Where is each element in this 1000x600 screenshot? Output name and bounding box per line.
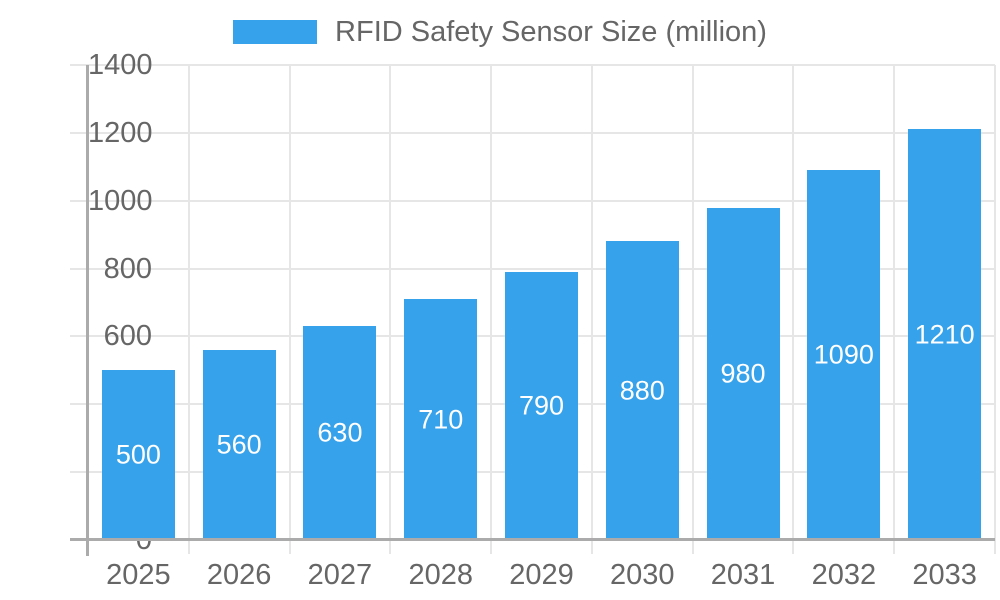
bar-value-label: 560	[216, 429, 262, 460]
gridline-vertical	[691, 65, 694, 554]
bar[interactable]: 630	[303, 326, 377, 540]
bar[interactable]: 710	[404, 299, 478, 540]
legend-swatch	[233, 20, 318, 44]
bar-value-label: 500	[115, 439, 161, 470]
x-tick-label: 2032	[811, 559, 877, 591]
bar[interactable]: 880	[605, 241, 679, 540]
x-tick-label: 2028	[408, 559, 473, 591]
y-tick-label: 600	[103, 320, 152, 353]
plot-area: 0200400600800100012001400500202556020266…	[70, 50, 996, 590]
gridline-vertical	[893, 65, 896, 554]
y-tick-label: 1400	[88, 49, 153, 81]
bar[interactable]: 560	[202, 350, 276, 540]
x-tick-label: 2030	[610, 559, 675, 591]
bar-value-label: 1210	[914, 319, 975, 350]
bar[interactable]: 1210	[908, 129, 982, 540]
bar-value-label: 1090	[813, 339, 874, 370]
gridline-horizontal	[70, 267, 995, 270]
y-axis-line	[86, 65, 89, 556]
gridline-vertical	[389, 65, 392, 554]
bar[interactable]: 980	[706, 207, 780, 540]
gridline-horizontal	[70, 64, 995, 66]
gridline-horizontal	[70, 199, 995, 202]
bar[interactable]: 500	[101, 370, 175, 540]
bar[interactable]: 790	[505, 271, 578, 540]
bar-value-label: 630	[317, 417, 363, 448]
y-tick-label: 1000	[88, 184, 153, 217]
bar-value-label: 880	[619, 375, 665, 406]
gridline-vertical	[590, 65, 593, 554]
x-tick-label: 2029	[509, 559, 574, 591]
bar-value-label: 980	[720, 358, 766, 389]
gridline-horizontal	[70, 131, 995, 134]
gridline-vertical	[187, 65, 190, 554]
gridline-vertical	[288, 65, 291, 554]
x-tick-label: 2031	[710, 559, 776, 591]
y-tick-label: 800	[103, 252, 152, 285]
x-tick-label: 2025	[106, 559, 171, 591]
gridline-vertical	[994, 65, 996, 554]
x-tick-label: 2026	[206, 559, 272, 591]
gridline-vertical	[490, 65, 493, 554]
x-axis-line	[70, 538, 995, 541]
x-tick-label: 2027	[307, 559, 373, 591]
bar[interactable]: 1090	[807, 170, 881, 540]
y-tick-label: 1200	[88, 116, 153, 149]
gridline-vertical	[792, 65, 795, 554]
legend-label: RFID Safety Sensor Size (million)	[335, 16, 767, 48]
legend[interactable]: RFID Safety Sensor Size (million)	[0, 15, 1000, 49]
bar-value-label: 710	[418, 404, 464, 435]
bar-value-label: 790	[518, 390, 565, 421]
x-tick-label: 2033	[912, 559, 977, 591]
